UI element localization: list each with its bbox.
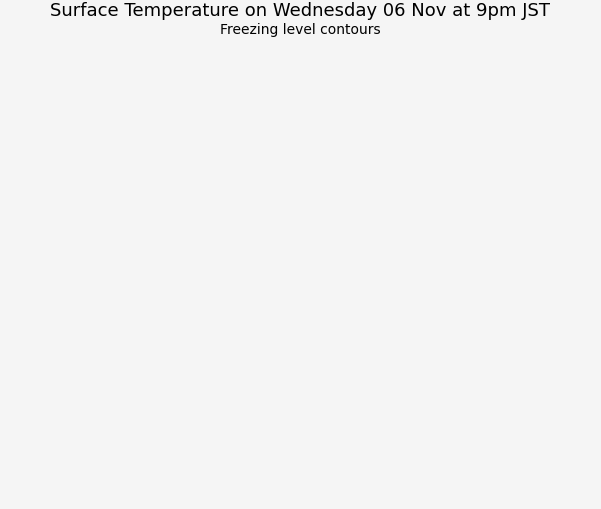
Text: Surface Temperature on Wednesday 06 Nov at 9pm JST: Surface Temperature on Wednesday 06 Nov …: [50, 2, 551, 20]
Text: Freezing level contours: Freezing level contours: [220, 23, 381, 37]
